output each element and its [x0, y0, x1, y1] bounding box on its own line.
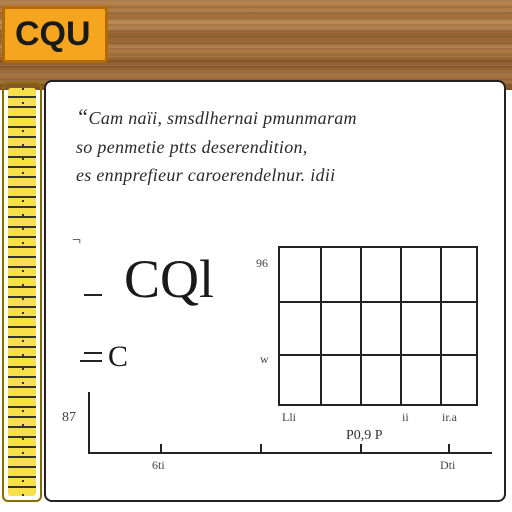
body-text: “Cam naïi, smsdlhernai pmunmaram so penm… — [76, 100, 480, 190]
grid-line — [280, 354, 476, 356]
formula-main: CQl — [124, 248, 214, 310]
grid-line — [400, 248, 402, 404]
diagram-area: ¬ CQl C 87 96 w Lli ii ir.a P0,9 P — [68, 232, 486, 484]
grid-line — [360, 248, 362, 404]
grid-line — [320, 248, 322, 404]
formula-sub: C — [108, 340, 128, 374]
grid-line — [440, 248, 442, 404]
ruler — [2, 82, 42, 502]
outer-xtick: 6ti — [152, 458, 165, 473]
header-tag: CQU — [2, 6, 108, 63]
chart-x-label: P0,9 P — [346, 428, 383, 444]
axis-dash — [84, 352, 102, 354]
outer-xtick: Dti — [440, 458, 455, 473]
left-axis-top-mark: ¬ — [72, 232, 81, 250]
chart-xtick: Lli — [282, 410, 296, 425]
left-axis-bottom-value: 87 — [62, 410, 76, 426]
chart-xtick: ir.a — [442, 410, 457, 425]
axis-dash — [84, 294, 102, 296]
outer-axis-v — [88, 392, 90, 454]
tag-label: CQU — [15, 15, 91, 53]
paper-card: “Cam naïi, smsdlhernai pmunmaram so penm… — [44, 80, 506, 502]
text-line-3: es ennprefieur caroerendelnur. idii — [76, 162, 480, 190]
outer-tick — [260, 444, 262, 454]
axis-dash — [80, 360, 102, 362]
chart-ytick: w — [260, 352, 269, 367]
chart-ytick: 96 — [256, 256, 268, 271]
outer-tick — [360, 444, 362, 454]
chart-xtick: ii — [402, 410, 409, 425]
outer-tick — [448, 444, 450, 454]
grid-line — [280, 301, 476, 303]
outer-tick — [160, 444, 162, 454]
text-line-1: Cam naïi, smsdlhernai pmunmaram — [89, 108, 357, 128]
chart-grid — [278, 246, 478, 406]
ruler-ticks — [8, 88, 36, 496]
text-line-2: so penmetie ptts deserendition, — [76, 134, 480, 162]
outer-axis — [88, 452, 492, 454]
